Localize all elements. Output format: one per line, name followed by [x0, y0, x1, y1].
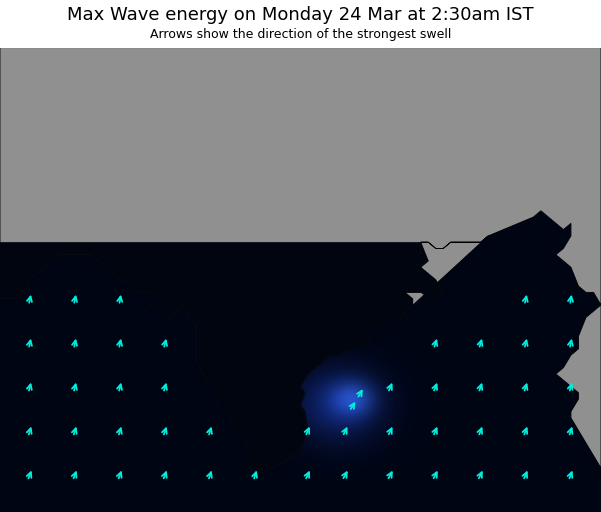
Polygon shape [0, 48, 601, 481]
Text: Arrows show the direction of the strongest swell: Arrows show the direction of the stronge… [150, 28, 451, 41]
Text: Max Wave energy on Monday 24 Mar at 2:30am IST: Max Wave energy on Monday 24 Mar at 2:30… [67, 6, 534, 24]
Polygon shape [0, 242, 443, 512]
